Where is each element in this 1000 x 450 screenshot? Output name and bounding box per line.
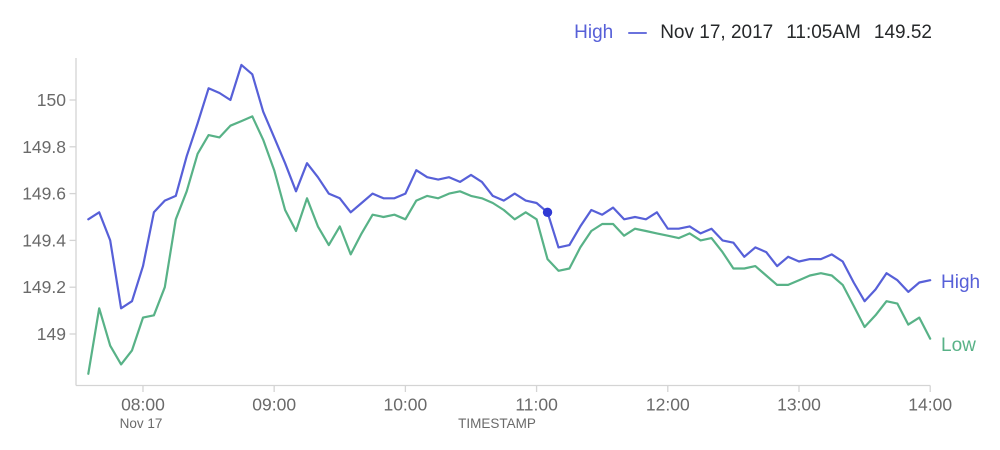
y-tick-label: 149.8 <box>22 137 66 157</box>
x-tick-label: 14:00 <box>908 395 952 415</box>
legend-line-marker-icon <box>628 31 648 35</box>
series-line-high[interactable] <box>87 63 932 310</box>
series-end-label-low: Low <box>941 335 976 356</box>
legend-time: 11:05AM <box>786 22 861 43</box>
x-axis-title: TIMESTAMP <box>458 416 536 431</box>
y-tick-label: 149.2 <box>22 277 66 297</box>
y-tick-label: 150 <box>37 90 66 110</box>
x-tick-label: 13:00 <box>777 395 821 415</box>
hover-legend: High Nov 17, 2017 11:05AM 149.52 <box>574 22 932 44</box>
x-tick-label: 09:00 <box>252 395 296 415</box>
legend-series-name: High <box>574 22 614 43</box>
x-axis-date-sublabel: Nov 17 <box>120 416 163 431</box>
y-tick-label: 149 <box>37 324 66 344</box>
legend-date: Nov 17, 2017 <box>660 22 774 43</box>
legend-value: 149.52 <box>873 22 932 43</box>
series-line-low[interactable] <box>87 115 932 375</box>
y-tick-label: 149.6 <box>22 184 66 204</box>
x-tick-label: 10:00 <box>383 395 427 415</box>
y-tick-label: 149.4 <box>22 230 66 250</box>
x-tick-label: 08:00 <box>121 395 165 415</box>
series-end-label-high: High <box>941 272 980 293</box>
x-tick-label: 12:00 <box>646 395 690 415</box>
x-tick-label: 11:00 <box>515 395 558 415</box>
selected-point-dot[interactable] <box>542 207 553 218</box>
